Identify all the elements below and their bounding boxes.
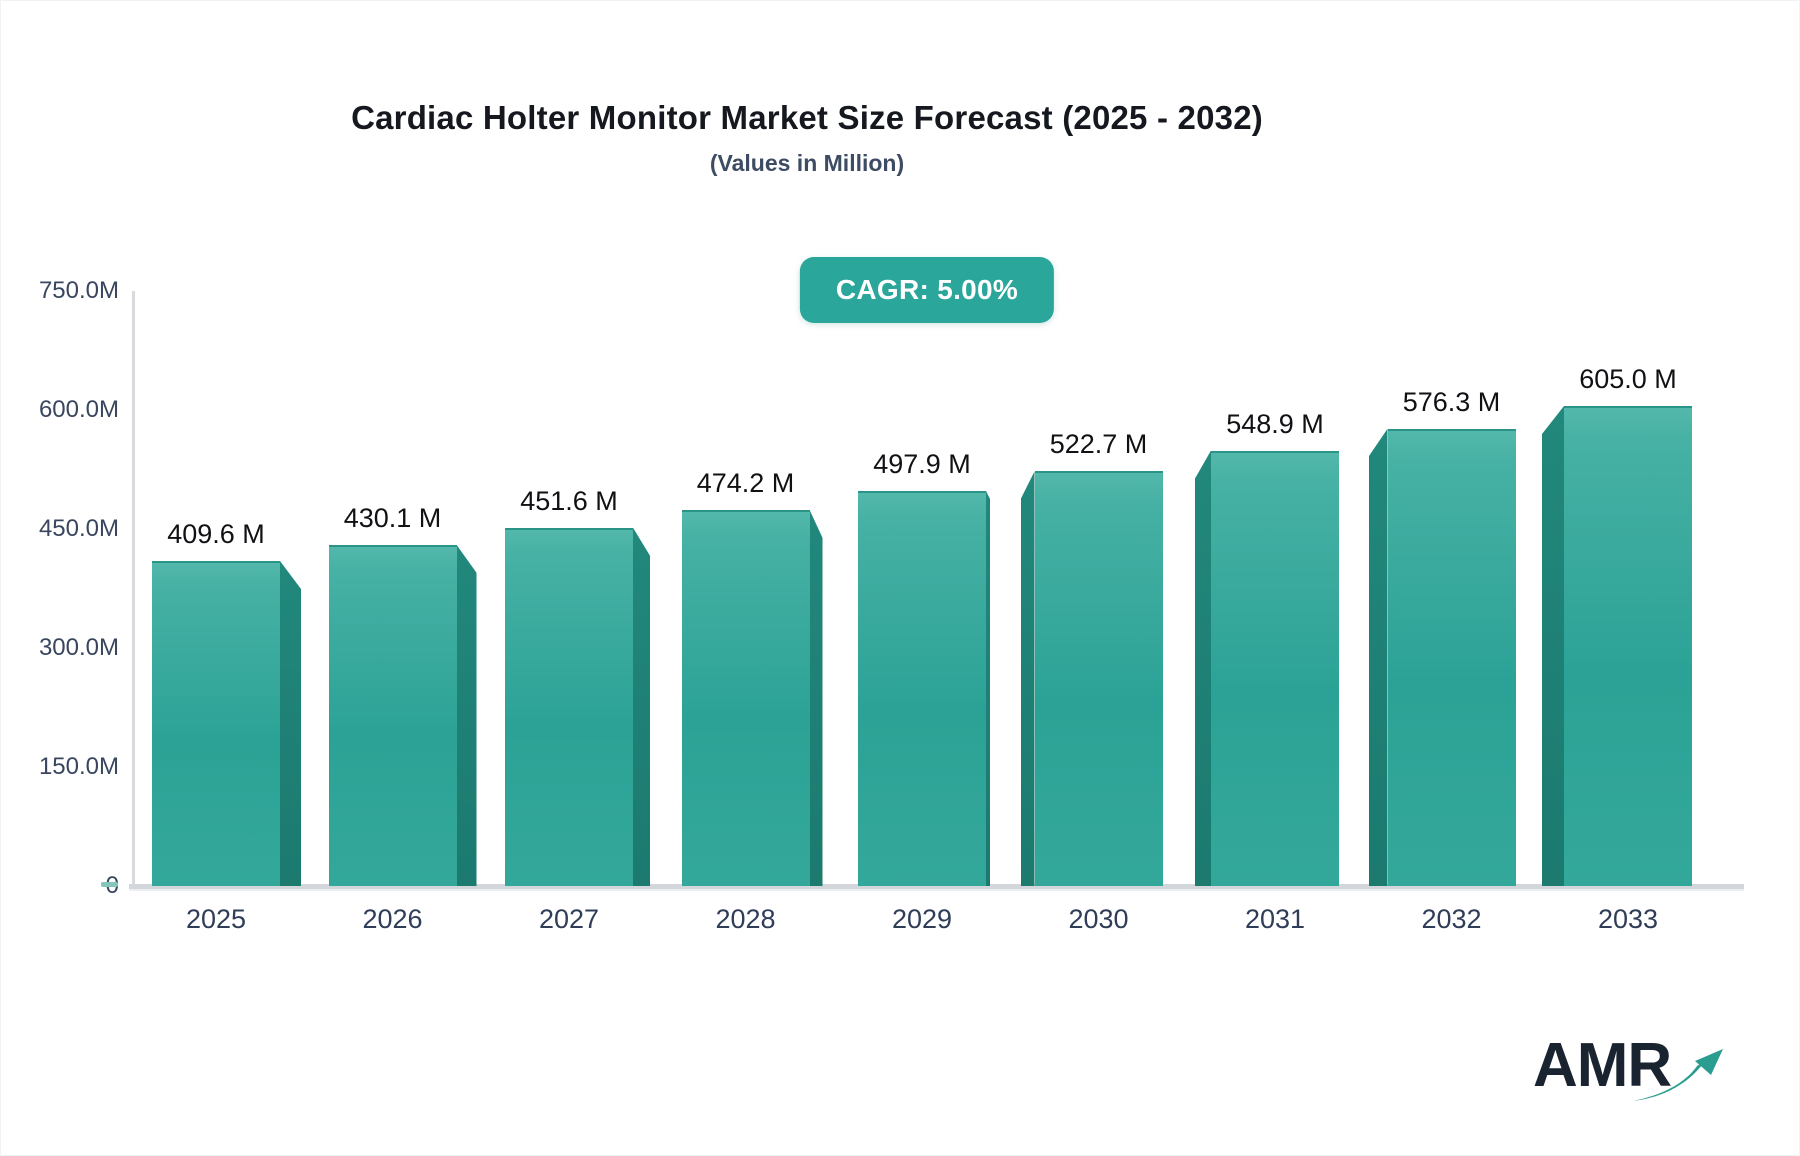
chart-title: Cardiac Holter Monitor Market Size Forec… xyxy=(351,99,1263,136)
x-axis-tick-label: 2028 xyxy=(715,904,776,934)
chart-subtitle: (Values in Million) xyxy=(709,150,905,176)
cagr-badge: CAGR: 5.00% xyxy=(799,257,1055,323)
bar-value-label: 548.9 M xyxy=(1226,408,1324,439)
bar-2031[interactable] xyxy=(1211,450,1339,886)
bar-value-label: 576.3 M xyxy=(1402,386,1501,417)
bar-side-2027 xyxy=(633,527,650,886)
bar-side-2025 xyxy=(280,561,301,886)
y-axis-line xyxy=(132,291,135,888)
growth-arrow-icon xyxy=(1633,1049,1723,1101)
bar-2032[interactable] xyxy=(1387,428,1516,886)
y-axis-tick-label: 750.0M xyxy=(38,277,119,304)
bar-value-label: 497.9 M xyxy=(873,448,971,479)
x-axis-line xyxy=(129,884,1744,889)
bar-side-2031 xyxy=(1195,450,1211,886)
y-axis-tick-label: 150.0M xyxy=(38,753,119,780)
bar-2029[interactable] xyxy=(858,490,986,886)
bar-side-2029 xyxy=(986,490,990,886)
y-axis-tick-label: 600.0M xyxy=(38,396,119,423)
bar-2030[interactable] xyxy=(1034,471,1163,886)
x-axis-tick-label: 2033 xyxy=(1597,904,1659,934)
bar-side-2030 xyxy=(1020,471,1035,886)
y-axis-tick-label: 300.0M xyxy=(38,634,119,661)
x-axis-shadow xyxy=(129,889,1744,891)
x-axis-tick-label: 2030 xyxy=(1068,904,1129,934)
zero-tick-mark xyxy=(101,882,118,887)
bar-2026[interactable] xyxy=(328,544,457,886)
bar-value-label: 522.7 M xyxy=(1049,429,1148,460)
bar-side-2033 xyxy=(1542,406,1564,886)
bar-2028[interactable] xyxy=(681,509,810,886)
bar-value-label: 474.2 M xyxy=(696,467,795,498)
x-axis-tick-label: 2027 xyxy=(538,904,600,934)
bar-2033[interactable] xyxy=(1564,406,1692,886)
bar-value-label: 430.1 M xyxy=(343,502,442,533)
bar-side-2028 xyxy=(809,509,823,886)
bar-value-label: 409.6 M xyxy=(167,519,265,550)
bar-2025[interactable] xyxy=(152,561,280,886)
x-axis-tick-label: 2029 xyxy=(891,904,953,934)
bar-value-label: 605.0 M xyxy=(1579,364,1677,395)
brand-logo-text: AMR xyxy=(1533,1031,1672,1100)
bar-side-2026 xyxy=(456,544,477,886)
x-axis-tick-label: 2025 xyxy=(185,904,247,934)
x-axis-tick-label: 2032 xyxy=(1421,904,1482,934)
y-axis-tick-label: 450.0M xyxy=(38,515,119,542)
bar-value-label: 451.6 M xyxy=(520,485,618,516)
x-axis-tick-label: 2031 xyxy=(1244,904,1306,934)
brand-logo: AMR xyxy=(1533,1029,1753,1119)
bar-side-2032 xyxy=(1368,428,1388,886)
x-axis-tick-label: 2026 xyxy=(362,904,423,934)
bar-2027[interactable] xyxy=(505,527,633,886)
